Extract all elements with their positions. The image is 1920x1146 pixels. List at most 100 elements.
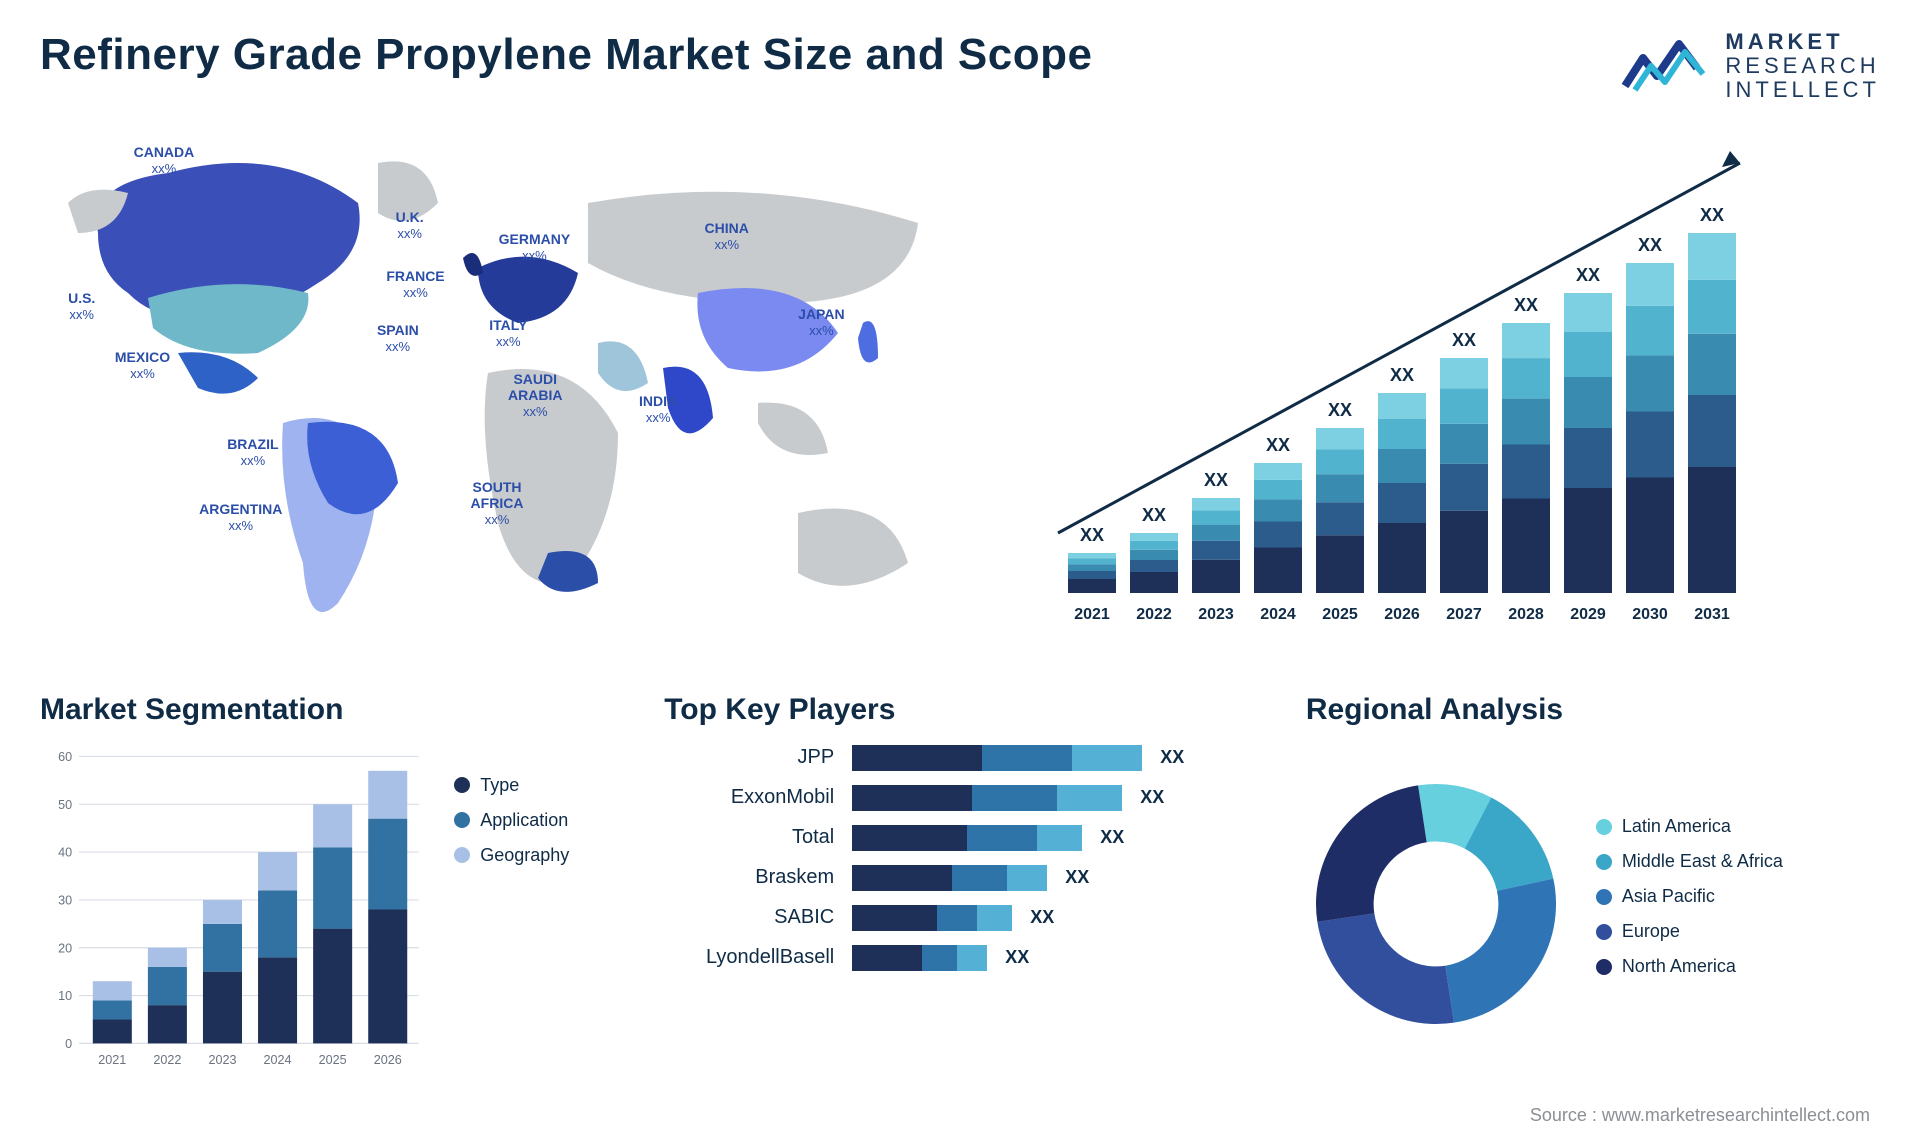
player-value: XX <box>1005 947 1029 968</box>
player-name: ExxonMobil <box>674 786 834 809</box>
svg-text:0: 0 <box>65 1037 72 1051</box>
player-bar <box>852 945 987 971</box>
player-row: Braskem XX <box>674 865 1256 891</box>
logo-text-3: INTELLECT <box>1725 78 1880 102</box>
svg-text:XX: XX <box>1576 265 1600 285</box>
player-bar <box>852 825 1082 851</box>
logo-text-2: RESEARCH <box>1725 54 1880 78</box>
segmentation-bar-chart: 0102030405060202120222023202420252026 <box>40 745 430 1078</box>
legend-item: Latin America <box>1596 816 1880 837</box>
map-label: U.K.xx% <box>396 209 424 242</box>
regional-legend: Latin America Middle East & Africa Asia Pa… <box>1596 816 1880 991</box>
svg-text:2028: 2028 <box>1508 606 1544 623</box>
player-name: Braskem <box>674 866 834 889</box>
legend-item: Europe <box>1596 921 1880 942</box>
svg-text:2023: 2023 <box>1198 606 1234 623</box>
map-label: CANADAxx% <box>134 144 195 177</box>
player-name: LyondellBasell <box>674 946 834 969</box>
svg-text:XX: XX <box>1700 205 1724 225</box>
map-label: SOUTHAFRICAxx% <box>471 479 524 528</box>
players-title: Top Key Players <box>664 693 1256 727</box>
player-row: TotalXX <box>674 825 1256 851</box>
player-value: XX <box>1030 907 1054 928</box>
svg-text:60: 60 <box>58 750 72 764</box>
svg-text:40: 40 <box>58 845 72 859</box>
legend-label: Geography <box>480 845 569 866</box>
logo-text-1: MARKET <box>1725 30 1880 54</box>
world-map-panel: CANADAxx%U.S.xx%MEXICOxx%BRAZILxx%ARGENT… <box>40 123 976 663</box>
legend-item: Asia Pacific <box>1596 886 1880 907</box>
legend-label: Asia Pacific <box>1622 886 1715 907</box>
legend-item: Middle East & Africa <box>1596 851 1880 872</box>
player-row: SABIC XX <box>674 905 1256 931</box>
svg-text:50: 50 <box>58 797 72 811</box>
svg-text:2026: 2026 <box>374 1053 402 1067</box>
map-label: BRAZILxx% <box>227 436 278 469</box>
svg-text:XX: XX <box>1142 505 1166 525</box>
legend-swatch-icon <box>1596 959 1612 975</box>
svg-text:2031: 2031 <box>1694 606 1730 623</box>
legend-label: Europe <box>1622 921 1680 942</box>
map-label: JAPANxx% <box>798 306 844 339</box>
regional-title: Regional Analysis <box>1306 693 1880 727</box>
player-value: XX <box>1160 747 1184 768</box>
map-label: GERMANYxx% <box>499 231 571 264</box>
map-label: CHINAxx% <box>705 220 749 253</box>
players-bar-chart: JPPXXExxonMobilXXTotalXXBraskemXXSABICXX… <box>664 745 1256 971</box>
svg-text:XX: XX <box>1390 365 1414 385</box>
player-value: XX <box>1100 827 1124 848</box>
legend-label: Application <box>480 810 568 831</box>
legend-item: North America <box>1596 956 1880 977</box>
svg-text:20: 20 <box>58 941 72 955</box>
svg-text:2026: 2026 <box>1384 606 1420 623</box>
map-label: MEXICOxx% <box>115 349 170 382</box>
legend-swatch-icon <box>454 812 470 828</box>
player-name: SABIC <box>674 906 834 929</box>
svg-text:10: 10 <box>58 989 72 1003</box>
regional-panel: Regional Analysis Latin America Middle Ea… <box>1306 693 1880 1063</box>
legend-swatch-icon <box>454 847 470 863</box>
player-row: ExxonMobil XX <box>674 785 1256 811</box>
player-row: JPP XX <box>674 745 1256 771</box>
svg-text:2022: 2022 <box>1136 606 1172 623</box>
regional-donut-chart <box>1306 774 1566 1034</box>
svg-text:2022: 2022 <box>153 1053 181 1067</box>
segmentation-title: Market Segmentation <box>40 693 614 727</box>
growth-chart-panel: XXXXXXXXXXXXXXXXXXXXXX 20212022202320242… <box>1016 123 1880 663</box>
legend-label: North America <box>1622 956 1736 977</box>
map-label: ITALYxx% <box>489 317 527 350</box>
svg-text:2025: 2025 <box>319 1053 347 1067</box>
svg-text:2030: 2030 <box>1632 606 1668 623</box>
svg-text:XX: XX <box>1514 295 1538 315</box>
players-panel: Top Key Players JPPXXExxonMobilXXTotalXX… <box>664 693 1256 1063</box>
logo-mark-icon <box>1621 34 1711 98</box>
legend-item: Type <box>454 775 614 796</box>
player-value: XX <box>1140 787 1164 808</box>
svg-text:30: 30 <box>58 893 72 907</box>
source-attribution: Source : www.marketresearchintellect.com <box>1530 1105 1870 1126</box>
svg-text:XX: XX <box>1204 470 1228 490</box>
svg-text:XX: XX <box>1328 400 1352 420</box>
map-label: INDIAxx% <box>639 393 677 426</box>
player-bar <box>852 865 1047 891</box>
legend-swatch-icon <box>1596 819 1612 835</box>
svg-text:XX: XX <box>1452 330 1476 350</box>
player-name: JPP <box>674 746 834 769</box>
player-bar <box>852 905 1012 931</box>
svg-text:2029: 2029 <box>1570 606 1606 623</box>
map-label: ARGENTINAxx% <box>199 501 282 534</box>
map-label: SAUDIARABIAxx% <box>508 371 562 420</box>
growth-bar-chart: XXXXXXXXXXXXXXXXXXXXXX 20212022202320242… <box>1016 123 1880 663</box>
legend-swatch-icon <box>1596 854 1612 870</box>
legend-swatch-icon <box>454 777 470 793</box>
player-value: XX <box>1065 867 1089 888</box>
svg-text:XX: XX <box>1638 235 1662 255</box>
svg-text:2021: 2021 <box>98 1053 126 1067</box>
segmentation-legend: Type Application Geography <box>454 745 614 1078</box>
legend-label: Type <box>480 775 519 796</box>
svg-text:2025: 2025 <box>1322 606 1358 623</box>
map-label: SPAINxx% <box>377 322 419 355</box>
svg-text:2027: 2027 <box>1446 606 1482 623</box>
svg-text:XX: XX <box>1080 525 1104 545</box>
legend-item: Application <box>454 810 614 831</box>
